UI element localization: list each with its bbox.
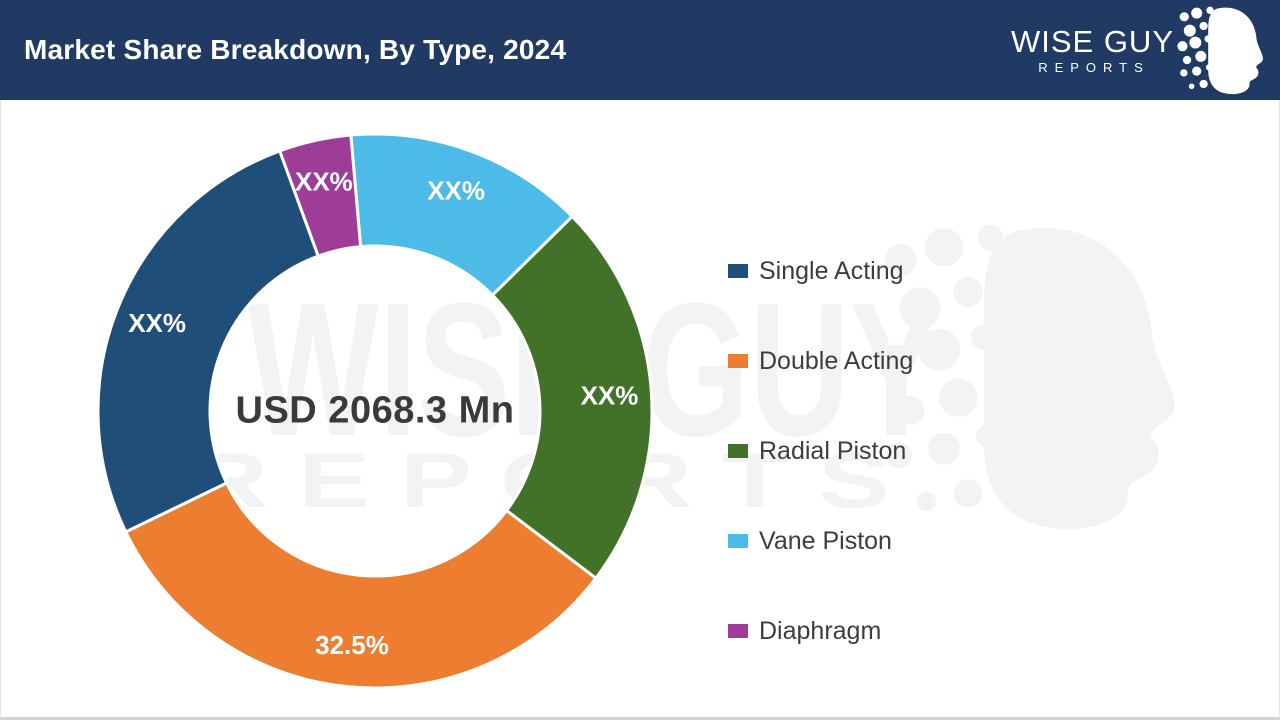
logo-brand: WISE GUY bbox=[1010, 24, 1174, 59]
legend-swatch bbox=[728, 624, 748, 638]
legend-label: Radial Piston bbox=[759, 436, 907, 465]
slice-label-double-acting: 32.5% bbox=[315, 630, 389, 660]
chart-center-value: USD 2068.3 Mn bbox=[235, 389, 515, 432]
legend-item-single-acting: Single Acting bbox=[728, 226, 913, 316]
legend-swatch bbox=[728, 354, 748, 368]
legend-item-diaphragm: Diaphragm bbox=[728, 586, 913, 676]
donut-slice-diaphragm bbox=[278, 133, 363, 258]
legend-label: Single Acting bbox=[759, 256, 904, 285]
legend-swatch bbox=[728, 534, 748, 548]
legend-label: Double Acting bbox=[759, 346, 914, 375]
logo-sub: REPORTS bbox=[1038, 60, 1150, 75]
legend-item-double-acting: Double Acting bbox=[728, 316, 913, 406]
wise-guy-logo: WISE GUY REPORTS bbox=[1011, 5, 1268, 95]
legend-label: Vane Piston bbox=[759, 526, 892, 555]
logo-text-block: WISE GUY REPORTS bbox=[1011, 26, 1174, 74]
donut-chart: XX% XX% 32.5% XX% XX% bbox=[96, 132, 654, 690]
donut-slice-single-acting bbox=[96, 149, 320, 534]
chart-legend: Single Acting Double Acting Radial Piston V… bbox=[728, 226, 913, 676]
page-title: Market Share Breakdown, By Type, 2024 bbox=[24, 34, 567, 65]
header-bar: Market Share Breakdown, By Type, 2024 WI… bbox=[0, 0, 1280, 100]
slice-label-vane-piston: XX% bbox=[427, 175, 485, 205]
legend-item-radial-piston: Radial Piston bbox=[728, 406, 913, 496]
legend-label: Diaphragm bbox=[759, 616, 882, 645]
slice-label-radial-piston: XX% bbox=[581, 381, 639, 411]
donut-slice-double-acting bbox=[124, 481, 598, 690]
slice-label-diaphragm: XX% bbox=[295, 167, 353, 197]
legend-swatch bbox=[728, 264, 748, 278]
legend-item-vane-piston: Vane Piston bbox=[728, 496, 913, 586]
slice-label-single-acting: XX% bbox=[128, 308, 186, 338]
donut-slice-radial-piston bbox=[490, 215, 654, 580]
legend-swatch bbox=[728, 444, 748, 458]
logo-head-icon bbox=[1177, 6, 1263, 95]
